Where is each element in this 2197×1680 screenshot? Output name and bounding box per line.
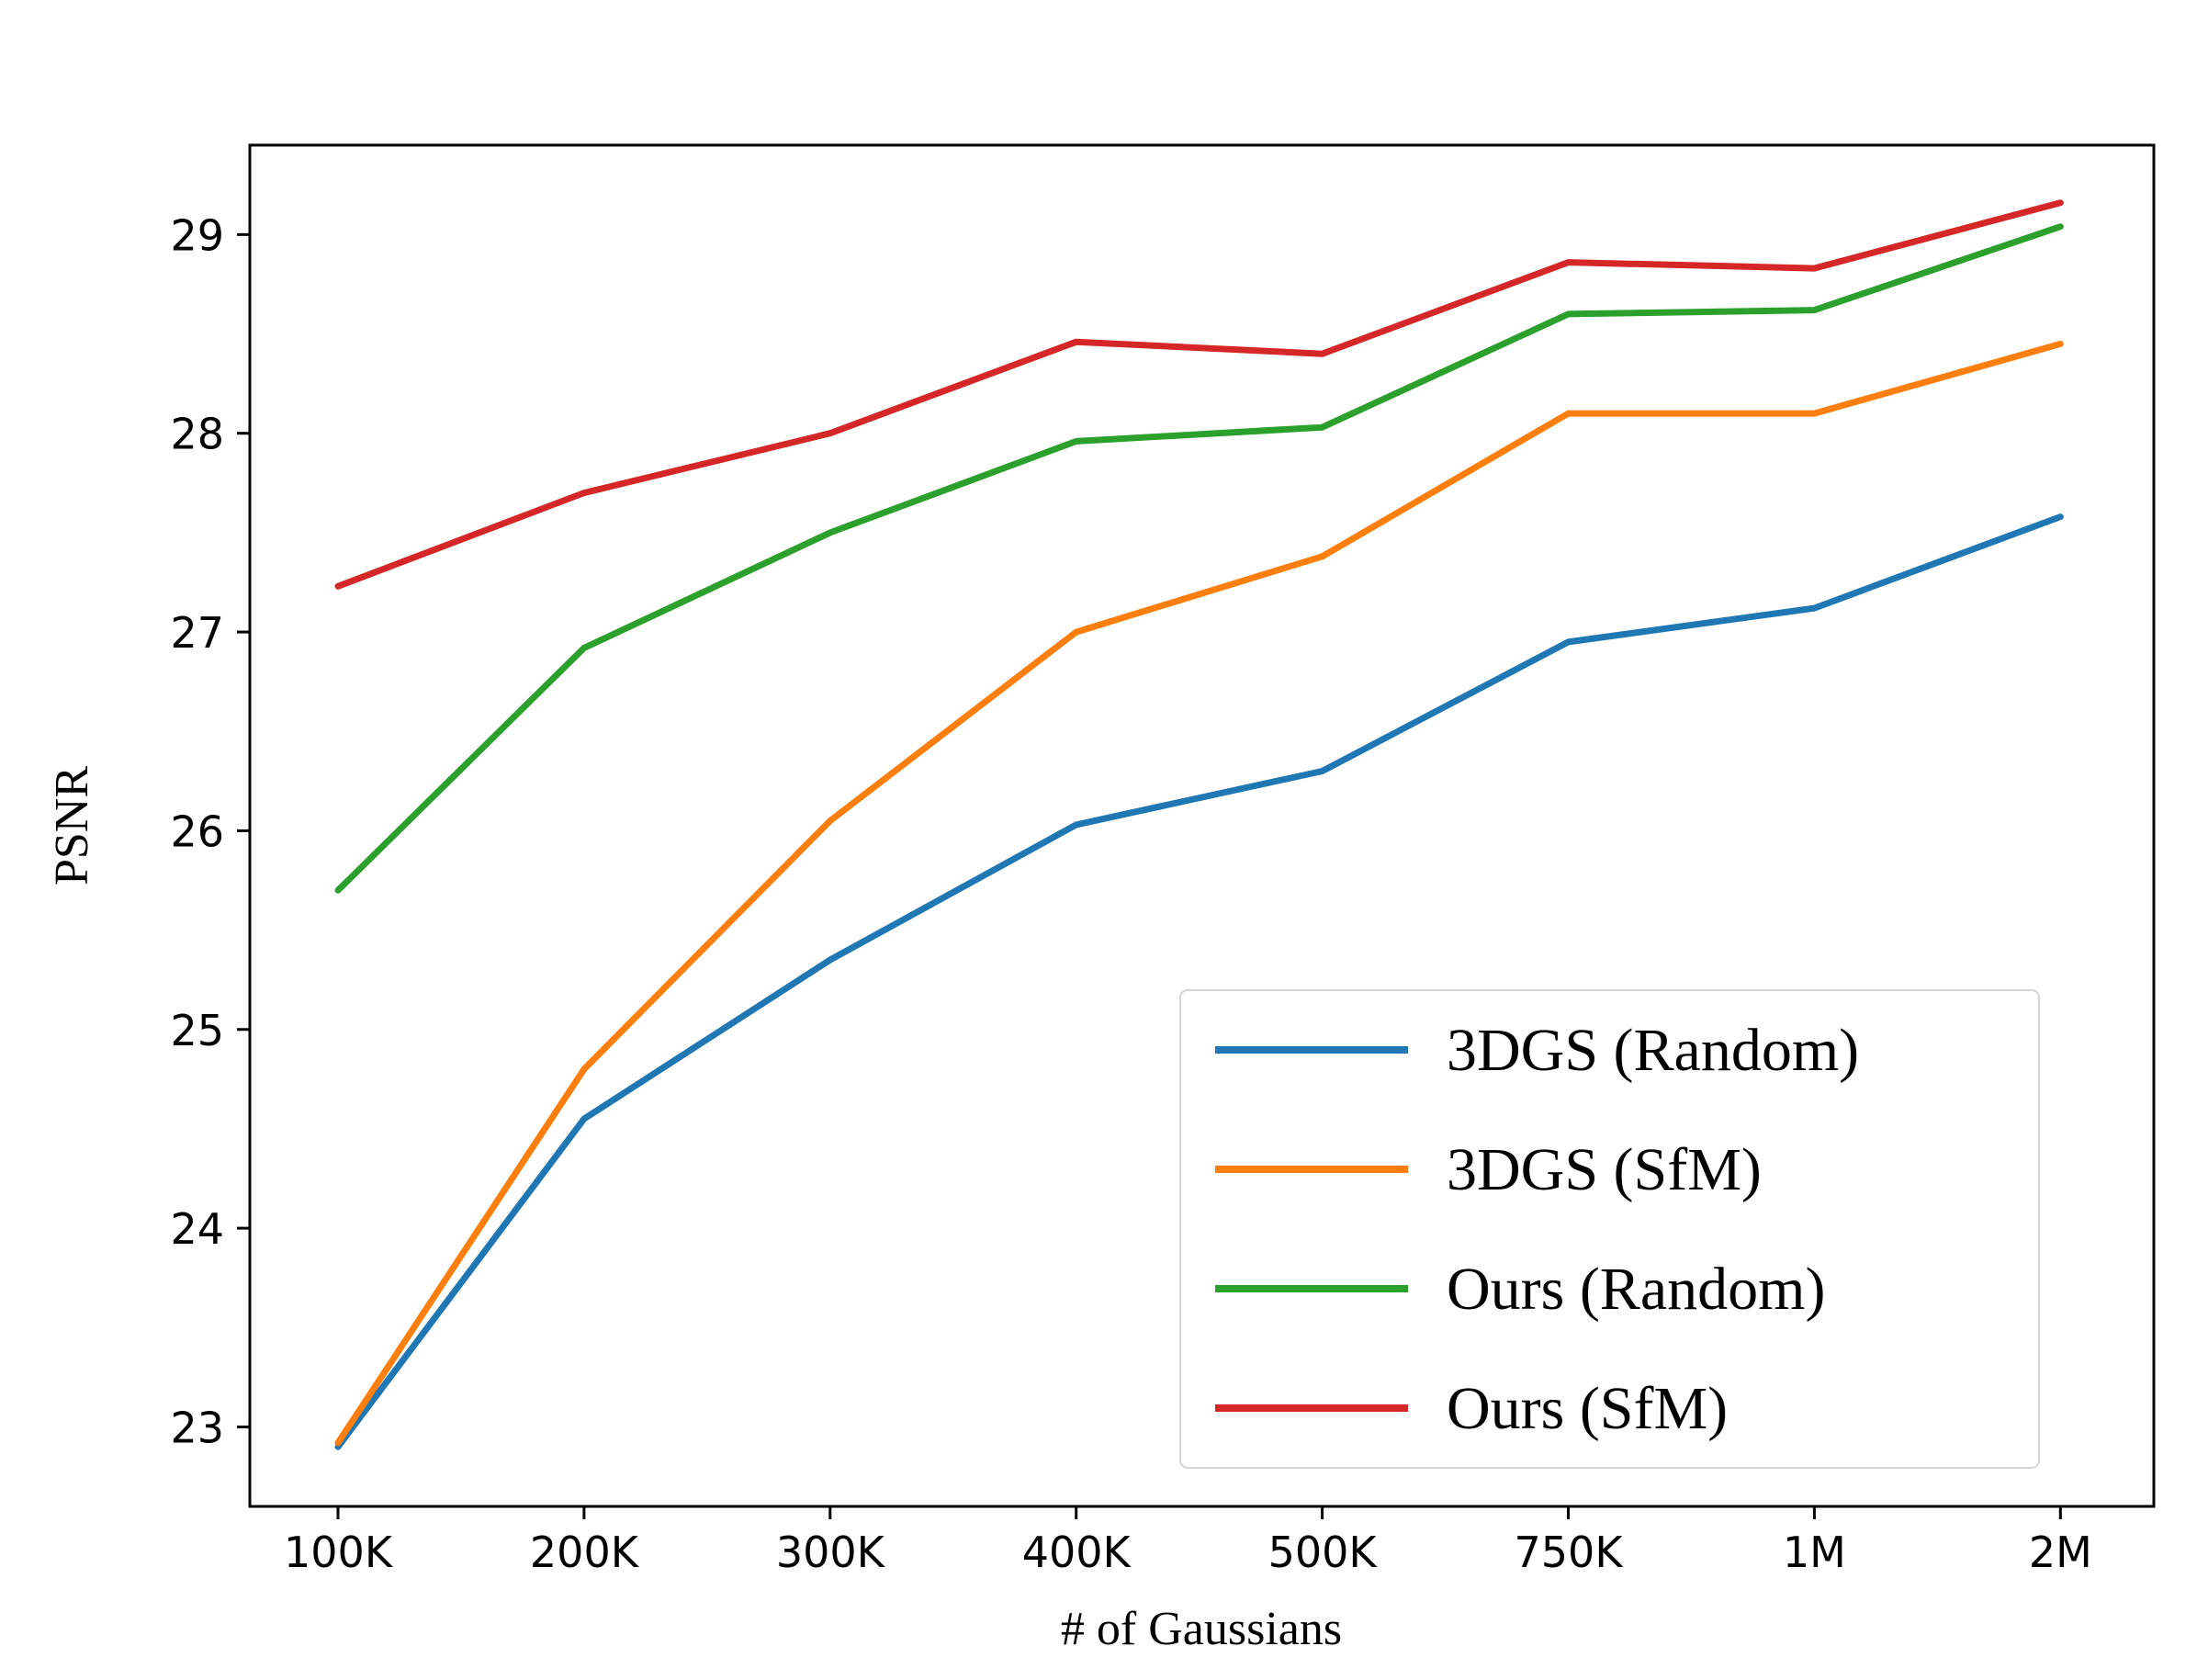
series-line-ours-random bbox=[334, 223, 2064, 894]
series-line-ours-sfm bbox=[334, 199, 2064, 590]
legend-label-ours-sfm: Ours (SfM) bbox=[1447, 1375, 1728, 1442]
series-line-3dgs-random bbox=[334, 513, 2064, 1450]
series-line-3dgs-sfm bbox=[334, 340, 2064, 1447]
x-tick-label: 500K bbox=[1268, 1528, 1379, 1577]
x-tick-label: 300K bbox=[776, 1528, 886, 1577]
x-tick-label: 400K bbox=[1022, 1528, 1132, 1577]
y-tick-label: 28 bbox=[170, 410, 224, 459]
y-tick-label: 24 bbox=[170, 1204, 224, 1254]
y-axis-title: PSNR bbox=[46, 766, 98, 885]
legend-box bbox=[1179, 989, 2040, 1469]
y-tick-label: 23 bbox=[170, 1403, 224, 1452]
legend: 3DGS (Random) 3DGS (SfM) Ours (Random) Ours… bbox=[1179, 989, 2040, 1469]
x-tick-label: 2M bbox=[2029, 1528, 2092, 1577]
x-tick-label: 1M bbox=[1783, 1528, 1846, 1577]
x-tick-label: 200K bbox=[530, 1528, 640, 1577]
x-tick-label: 750K bbox=[1515, 1528, 1625, 1577]
x-axis: 100K 200K 300K 400K 500K 750K 1M 2M bbox=[284, 1506, 2092, 1577]
plot-frame-rect bbox=[248, 143, 2156, 1508]
y-tick-label: 25 bbox=[170, 1006, 224, 1055]
x-axis-title: # of Gaussians bbox=[1061, 1603, 1342, 1655]
y-tick-label: 26 bbox=[170, 806, 224, 856]
legend-label-ours-random: Ours (Random) bbox=[1447, 1256, 1825, 1323]
plot-frame bbox=[248, 143, 2156, 1508]
legend-label-3dgs-sfm: 3DGS (SfM) bbox=[1447, 1136, 1762, 1203]
series-lines bbox=[334, 199, 2064, 1450]
y-axis: 23 24 25 26 27 28 29 bbox=[170, 210, 250, 1452]
legend-label-3dgs-random: 3DGS (Random) bbox=[1447, 1017, 1859, 1084]
y-tick-label: 27 bbox=[170, 608, 224, 658]
y-tick-label: 29 bbox=[170, 210, 224, 260]
x-tick-label: 100K bbox=[284, 1528, 394, 1577]
